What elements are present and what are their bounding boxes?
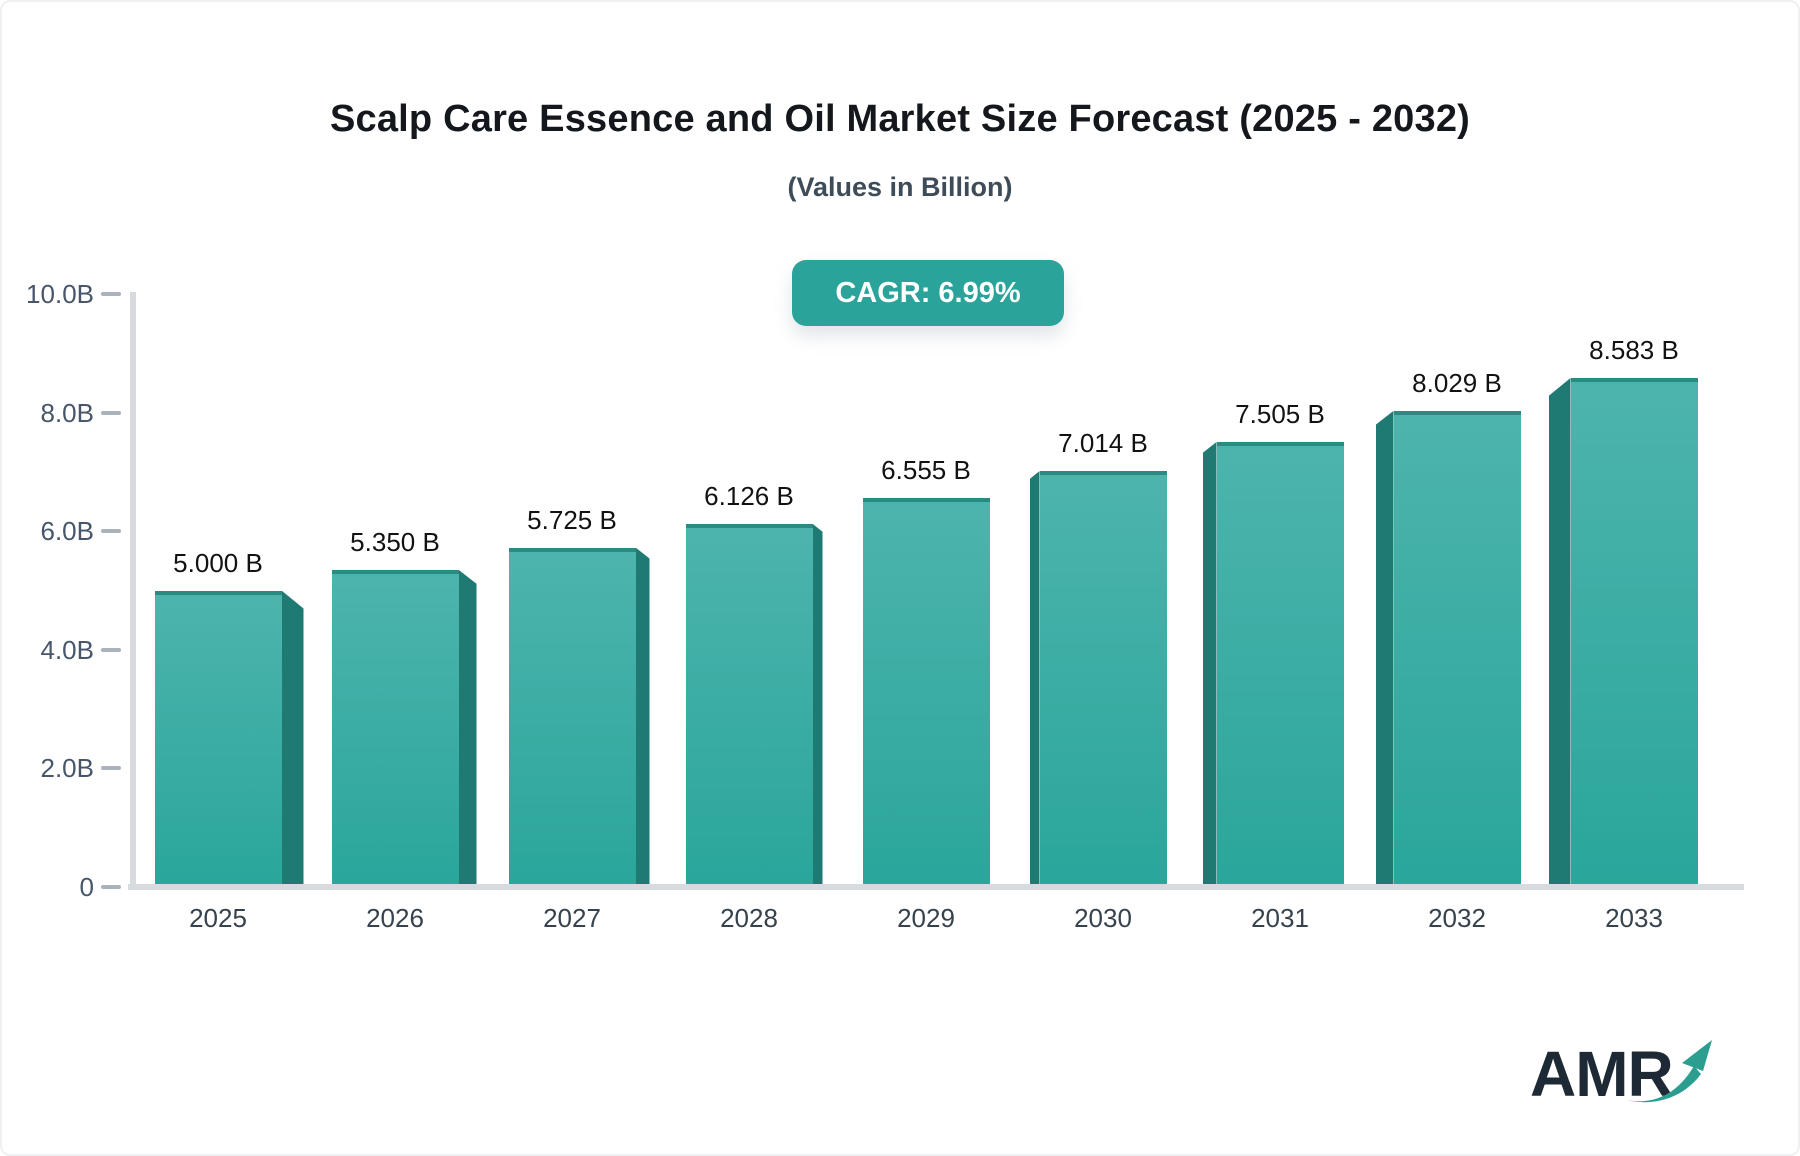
bar-side-2033 (1548, 378, 1571, 884)
bar-2025 (154, 590, 282, 884)
bar-side-2030 (1029, 471, 1040, 884)
bar-2032 (1393, 410, 1521, 884)
x-axis-line (128, 884, 1744, 890)
x-tick-label-2026: 2026 (366, 903, 424, 933)
x-tick-label-2030: 2030 (1074, 903, 1132, 933)
bar-2028 (685, 523, 813, 884)
bar-2030 (1039, 471, 1167, 884)
bar-value-label-2027: 5.725 B (527, 504, 617, 535)
cagr-badge: CAGR: 6.99% (792, 260, 1064, 326)
bar-side-2026 (458, 569, 477, 884)
bar-side-2027 (635, 547, 650, 884)
x-tick-label-2028: 2028 (720, 903, 778, 933)
x-tick-label-2033: 2033 (1605, 903, 1663, 933)
bar-value-label-2033: 8.583 B (1589, 335, 1679, 366)
bar-side-2031 (1202, 441, 1217, 884)
bar-value-label-2025: 5.000 B (173, 547, 263, 578)
y-tick-label: 4.0B (40, 634, 95, 665)
bar-2031 (1216, 441, 1344, 884)
bar-2027 (508, 547, 636, 884)
x-tick-label-2029: 2029 (897, 903, 955, 933)
bar-value-label-2029: 6.555 B (881, 455, 971, 486)
x-tick-label-2031: 2031 (1251, 903, 1309, 933)
bar-side-2032 (1375, 410, 1394, 884)
bar-side-2025 (281, 590, 304, 884)
amr-logo: AMR (1530, 1036, 1720, 1116)
y-tick-dash (101, 529, 121, 534)
bar-value-label-2031: 7.505 B (1235, 398, 1325, 429)
chart-title: Scalp Care Essence and Oil Market Size F… (329, 98, 1471, 140)
y-tick-dash (101, 410, 121, 415)
growth-arrow-icon (1626, 1040, 1712, 1103)
amr-logo-text: AMR (1530, 1038, 1674, 1110)
bar-value-label-2026: 5.350 B (350, 526, 440, 557)
bar-2033 (1570, 378, 1698, 884)
y-axis-line (130, 292, 136, 890)
bar-2026 (331, 569, 459, 884)
bar-value-label-2030: 7.014 B (1058, 428, 1148, 459)
chart-subtitle: (Values in Billion) (787, 172, 1013, 202)
y-tick-dash (101, 766, 121, 771)
y-tick-label: 0 (79, 872, 94, 902)
y-tick-dash (101, 885, 121, 889)
y-tick-dash (101, 292, 121, 296)
bar-2029 (862, 498, 990, 884)
bar-value-label-2032: 8.029 B (1412, 367, 1502, 398)
x-tick-label-2032: 2032 (1428, 903, 1486, 933)
bar-side-2028 (812, 523, 823, 884)
bar-value-label-2028: 6.126 B (704, 480, 794, 511)
x-tick-label-2027: 2027 (543, 903, 601, 933)
cagr-badge-label: CAGR: 6.99% (835, 276, 1021, 309)
y-tick-dash (101, 647, 121, 652)
y-tick-label: 6.0B (40, 516, 95, 547)
y-tick-label: 8.0B (40, 397, 95, 428)
x-tick-label-2025: 2025 (189, 903, 247, 933)
y-tick-label: 10.0B (26, 279, 94, 309)
y-tick-label: 2.0B (40, 753, 95, 784)
